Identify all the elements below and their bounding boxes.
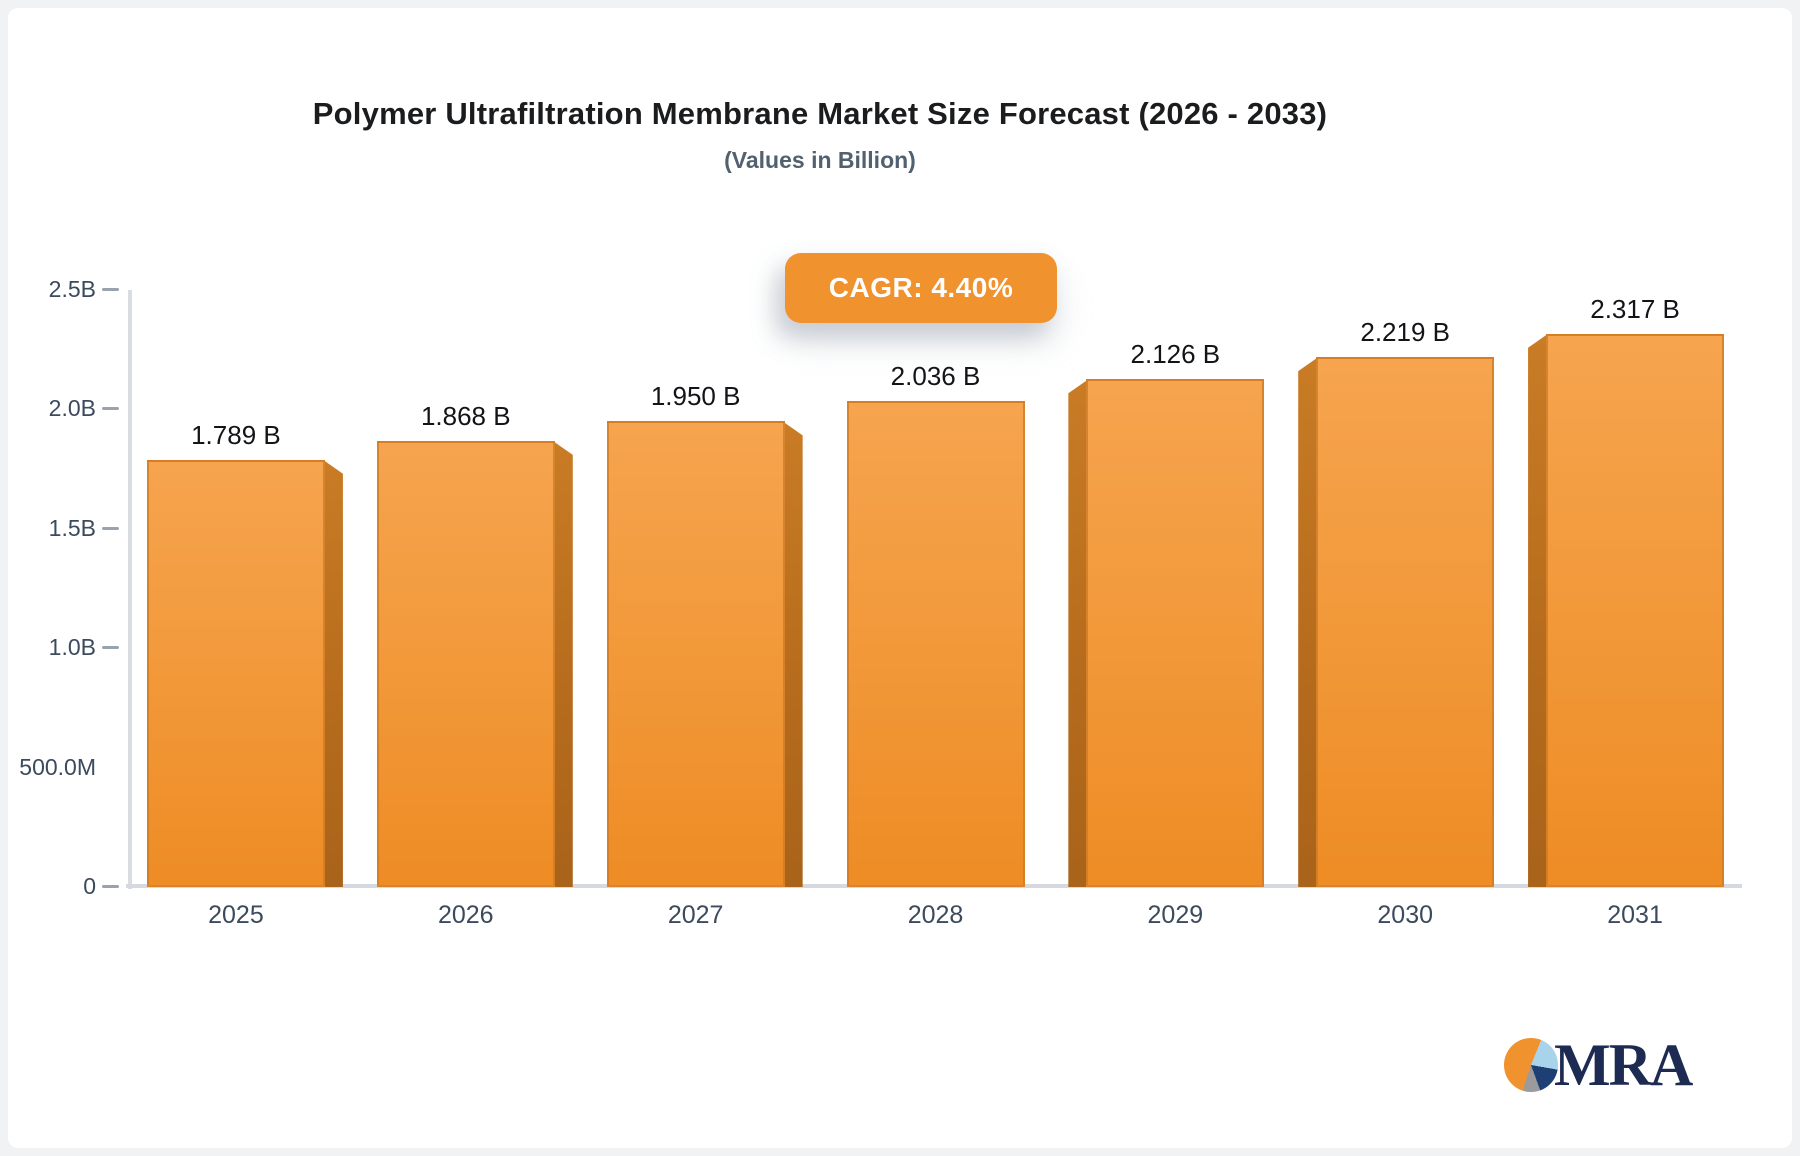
x-axis-category-label: 2028 (907, 901, 964, 929)
bar-2031 (1546, 333, 1725, 887)
x-axis-category-label: 2030 (1377, 901, 1434, 929)
bar-value-label: 2.036 B (890, 360, 981, 391)
bar-value-label: 1.950 B (650, 381, 741, 412)
bar-side-face (322, 459, 343, 887)
y-tick-mark (102, 288, 119, 291)
bar-2028 (846, 400, 1025, 887)
y-tick-label: 1.5B (48, 514, 96, 541)
cagr-badge: CAGR: 4.40% (785, 253, 1057, 323)
x-axis-category-label: 2026 (437, 901, 494, 929)
y-tick-label: 0 (83, 873, 96, 899)
bar-2027 (606, 421, 785, 887)
bar-2030 (1316, 357, 1495, 887)
y-tick-mark (102, 407, 119, 411)
chart-title: Polymer Ultrafiltration Membrane Market … (312, 96, 1328, 131)
bar-value-label: 1.789 B (191, 419, 281, 450)
bar-2029 (1086, 379, 1265, 887)
y-tick-mark (102, 646, 119, 650)
bar-side-face (782, 421, 803, 887)
brand-logo: MRA (1504, 1032, 1693, 1098)
brand-logo-text: MRA (1554, 1032, 1693, 1098)
bar-side-face (1068, 379, 1089, 887)
y-tick-mark (102, 885, 119, 888)
y-tick-label: 2.5B (48, 276, 96, 302)
bar-side-face (1528, 333, 1549, 887)
bar-side-face (552, 440, 573, 887)
bar-2026 (376, 440, 555, 887)
bar-side-face (1298, 357, 1319, 887)
y-axis-line (128, 290, 132, 889)
chart-subtitle: (Values in Billion) (724, 147, 916, 173)
bar-value-label: 2.126 B (1130, 339, 1221, 370)
y-tick-label: 1.0B (48, 634, 96, 661)
y-tick-label: 500.0M (19, 753, 96, 780)
bar-value-label: 1.868 B (420, 400, 511, 431)
x-axis-category-label: 2029 (1147, 901, 1204, 929)
bar-value-label: 2.317 B (1590, 293, 1680, 324)
y-tick-label: 2.0B (48, 395, 96, 422)
x-axis-category-label: 2031 (1607, 901, 1663, 929)
x-axis-category-label: 2027 (667, 901, 724, 929)
y-tick-mark (102, 526, 119, 530)
bar-2025 (146, 459, 325, 887)
pie-chart-logo-icon (1504, 1038, 1558, 1092)
x-axis-category-label: 2025 (208, 901, 264, 929)
bar-value-label: 2.219 B (1360, 317, 1451, 348)
